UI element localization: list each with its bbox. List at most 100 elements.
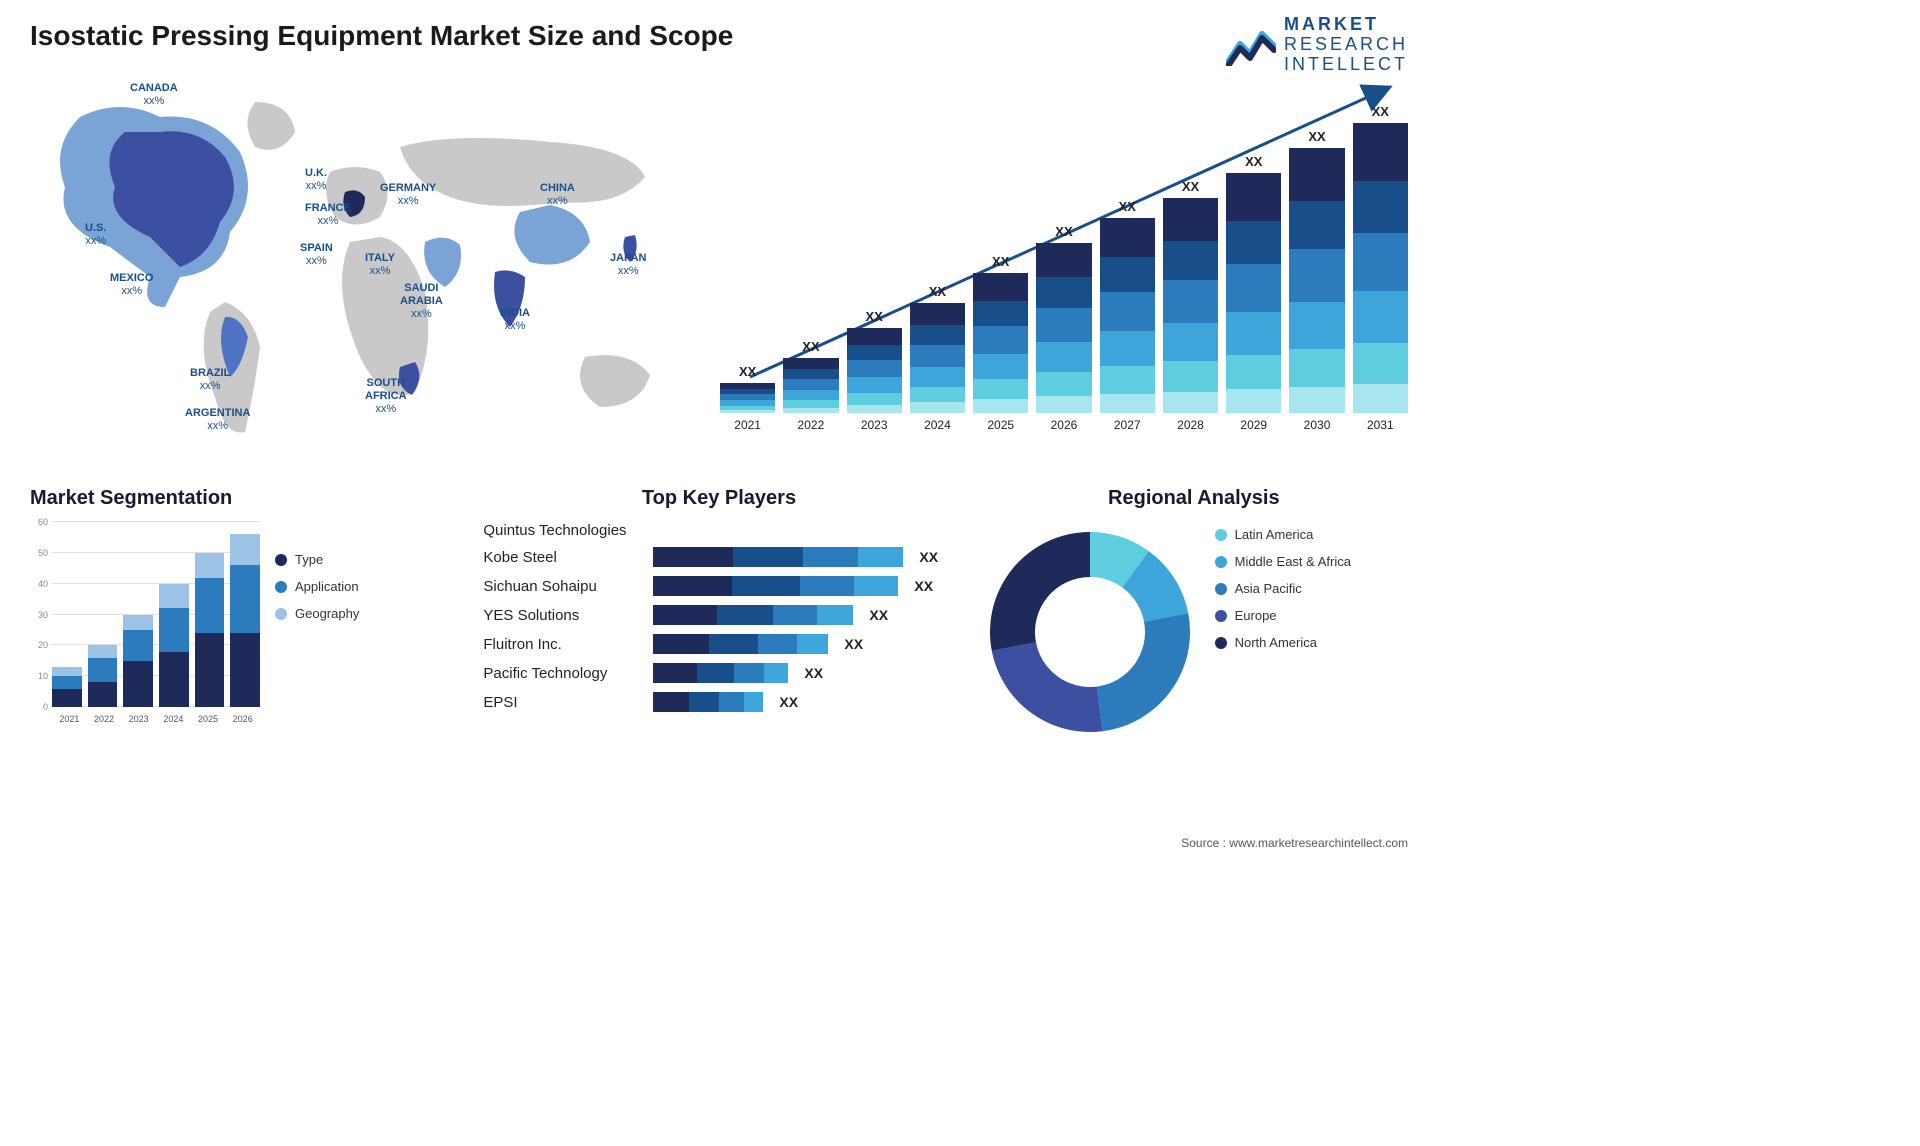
map-label: CANADAxx% (130, 82, 178, 108)
brand-logo: MARKET RESEARCH INTELLECT (1226, 15, 1408, 74)
forecast-bar: XX 2027 (1100, 199, 1155, 432)
players-header: Quintus Technologies (483, 522, 954, 539)
logo-mark-icon (1226, 24, 1276, 66)
bar-value-label: XX (1119, 199, 1136, 214)
segmentation-bar (123, 615, 153, 707)
x-label: 2025 (191, 714, 226, 724)
year-label: 2023 (861, 418, 888, 432)
regional-panel: Regional Analysis Latin AmericaMiddle Ea… (980, 487, 1408, 737)
player-name: Pacific Technology (483, 665, 643, 682)
map-label: SAUDIARABIAxx% (400, 282, 443, 322)
legend-item: Europe (1215, 608, 1408, 623)
logo-text-1: MARKET (1284, 15, 1408, 35)
forecast-chart: XX2021XX2022XX2023XX2024XX2025XX2026XX20… (720, 77, 1408, 457)
map-label: JAPANxx% (610, 252, 646, 278)
year-label: 2027 (1114, 418, 1141, 432)
source-text: Source : www.marketresearchintellect.com (1181, 836, 1408, 850)
legend-item: North America (1215, 635, 1408, 650)
map-label: ITALYxx% (365, 252, 395, 278)
forecast-bar: XX 2026 (1036, 224, 1091, 432)
player-row: Pacific Technology XX (483, 663, 954, 683)
forecast-bar: XX 2024 (910, 284, 965, 432)
world-map: CANADAxx%U.S.xx%MEXICOxx%BRAZILxx%ARGENT… (30, 77, 690, 457)
player-bar (653, 634, 828, 654)
map-label: BRAZILxx% (190, 367, 230, 393)
year-label: 2022 (798, 418, 825, 432)
y-tick: 10 (38, 671, 48, 681)
player-value: XX (919, 549, 938, 565)
segmentation-title: Market Segmentation (30, 487, 458, 510)
map-label: GERMANYxx% (380, 182, 436, 208)
player-name: Sichuan Sohaipu (483, 578, 643, 595)
y-tick: 30 (38, 610, 48, 620)
map-label: INDIAxx% (500, 307, 530, 333)
segmentation-bar (52, 667, 82, 707)
forecast-bar: XX 2025 (973, 254, 1028, 432)
player-bar (653, 547, 903, 567)
year-label: 2021 (734, 418, 761, 432)
forecast-bar: XX2031 (1353, 104, 1408, 432)
player-bar (653, 663, 788, 683)
legend-item: Geography (275, 606, 458, 621)
segmentation-bar (159, 584, 189, 707)
year-label: 2026 (1051, 418, 1078, 432)
bar-value-label: XX (1182, 179, 1199, 194)
bar-value-label: XX (992, 254, 1009, 269)
player-row: YES Solutions XX (483, 605, 954, 625)
x-label: 2026 (225, 714, 260, 724)
donut-slice (990, 532, 1090, 651)
player-name: Fluitron Inc. (483, 636, 643, 653)
year-label: 2025 (987, 418, 1014, 432)
x-label: 2024 (156, 714, 191, 724)
player-bar (653, 576, 898, 596)
player-value: XX (869, 607, 888, 623)
page-title: Isostatic Pressing Equipment Market Size… (30, 20, 1408, 52)
map-label: MEXICOxx% (110, 272, 153, 298)
y-tick: 20 (38, 640, 48, 650)
legend-item: Asia Pacific (1215, 581, 1408, 596)
player-name: YES Solutions (483, 607, 643, 624)
bar-value-label: XX (1055, 224, 1072, 239)
logo-text-2: RESEARCH (1284, 35, 1408, 55)
player-bar (653, 605, 853, 625)
player-value: XX (844, 636, 863, 652)
players-title: Top Key Players (483, 487, 954, 510)
bar-value-label: XX (929, 284, 946, 299)
regional-donut-chart (985, 527, 1195, 737)
player-row: Kobe Steel XX (483, 547, 954, 567)
player-name: EPSI (483, 694, 643, 711)
regional-legend: Latin America Middle East & Africa Asia Pa… (1215, 522, 1408, 662)
map-label: SPAINxx% (300, 242, 333, 268)
player-bar (653, 692, 763, 712)
map-label: CHINAxx% (540, 182, 575, 208)
year-label: 2029 (1240, 418, 1267, 432)
year-label: 2031 (1367, 418, 1394, 432)
players-panel: Top Key Players Quintus Technologies Kob… (483, 487, 954, 737)
forecast-bar: XX2028 (1163, 179, 1218, 432)
player-name: Kobe Steel (483, 549, 643, 566)
forecast-bar: XX2023 (847, 309, 902, 432)
logo-text-3: INTELLECT (1284, 55, 1408, 75)
y-tick: 50 (38, 548, 48, 558)
segmentation-bar (88, 645, 118, 707)
forecast-bar: XX 2021 (720, 364, 775, 432)
map-label: ARGENTINAxx% (185, 407, 250, 433)
segmentation-chart: 0102030405060 202120222023202420252026 (30, 522, 260, 732)
x-label: 2022 (87, 714, 122, 724)
bar-value-label: XX (739, 364, 756, 379)
map-label: SOUTHAFRICAxx% (365, 377, 407, 417)
forecast-bar: XX 2022 (783, 339, 838, 432)
legend-item: Middle East & Africa (1215, 554, 1408, 569)
player-row: Sichuan SohaipuXX (483, 576, 954, 596)
bar-value-label: XX (802, 339, 819, 354)
segmentation-bar (230, 534, 260, 707)
donut-slice (1097, 613, 1190, 731)
segmentation-legend: TypeApplicationGeography (275, 522, 458, 732)
player-value: XX (779, 694, 798, 710)
y-tick: 40 (38, 579, 48, 589)
legend-item: Latin America (1215, 527, 1408, 542)
year-label: 2024 (924, 418, 951, 432)
player-value: XX (804, 665, 823, 681)
y-tick: 0 (43, 702, 48, 712)
bar-value-label: XX (1308, 129, 1325, 144)
